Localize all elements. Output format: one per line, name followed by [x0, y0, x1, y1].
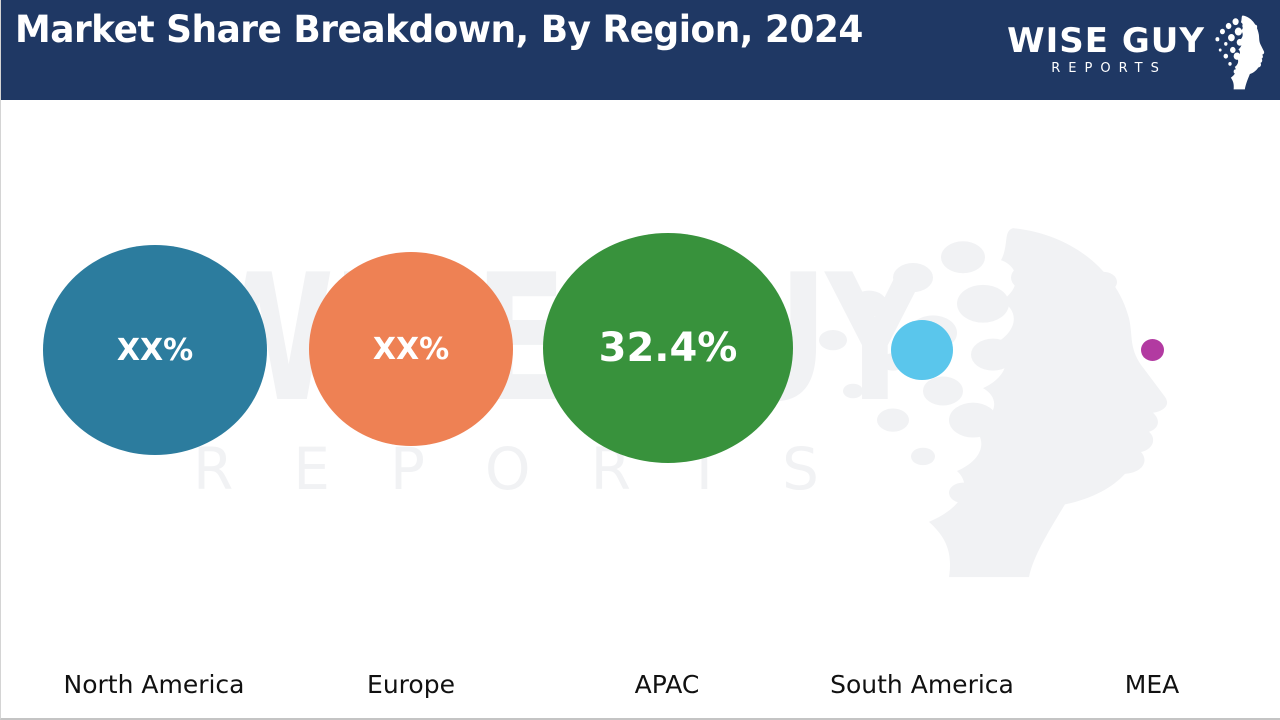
watermark-head-icon — [819, 228, 1168, 578]
brand-logo: WISE GUY REPORTS — [1007, 6, 1265, 94]
category-label-mea: MEA — [1124, 670, 1180, 699]
watermark-subtext: REPORTS — [193, 435, 879, 503]
logo-line1: WISE GUY — [1007, 21, 1205, 62]
category-label-south-america: South America — [830, 670, 1014, 699]
category-label-north-america: North America — [63, 670, 245, 699]
category-label-europe: Europe — [367, 670, 455, 699]
bubble-mea — [1141, 339, 1164, 361]
logo-head-icon — [1215, 15, 1265, 90]
bubble-europe: XX% — [309, 252, 513, 446]
bubble-value-north-america: XX% — [116, 332, 194, 368]
page-title: Market Share Breakdown, By Region, 2024 — [15, 8, 863, 51]
bubble-apac: 32.4% — [543, 233, 793, 463]
category-label-apac: APAC — [634, 670, 700, 699]
bubble-south-america — [891, 320, 953, 380]
bubble-value-europe: XX% — [372, 331, 450, 367]
bubble-value-apac: 32.4% — [598, 325, 738, 371]
bubble-north-america: XX% — [43, 245, 267, 455]
logo-line2: REPORTS — [1051, 60, 1167, 76]
header-bar: Market Share Breakdown, By Region, 2024 … — [1, 0, 1280, 100]
logo-wordmark: WISE GUY REPORTS — [1007, 21, 1205, 76]
